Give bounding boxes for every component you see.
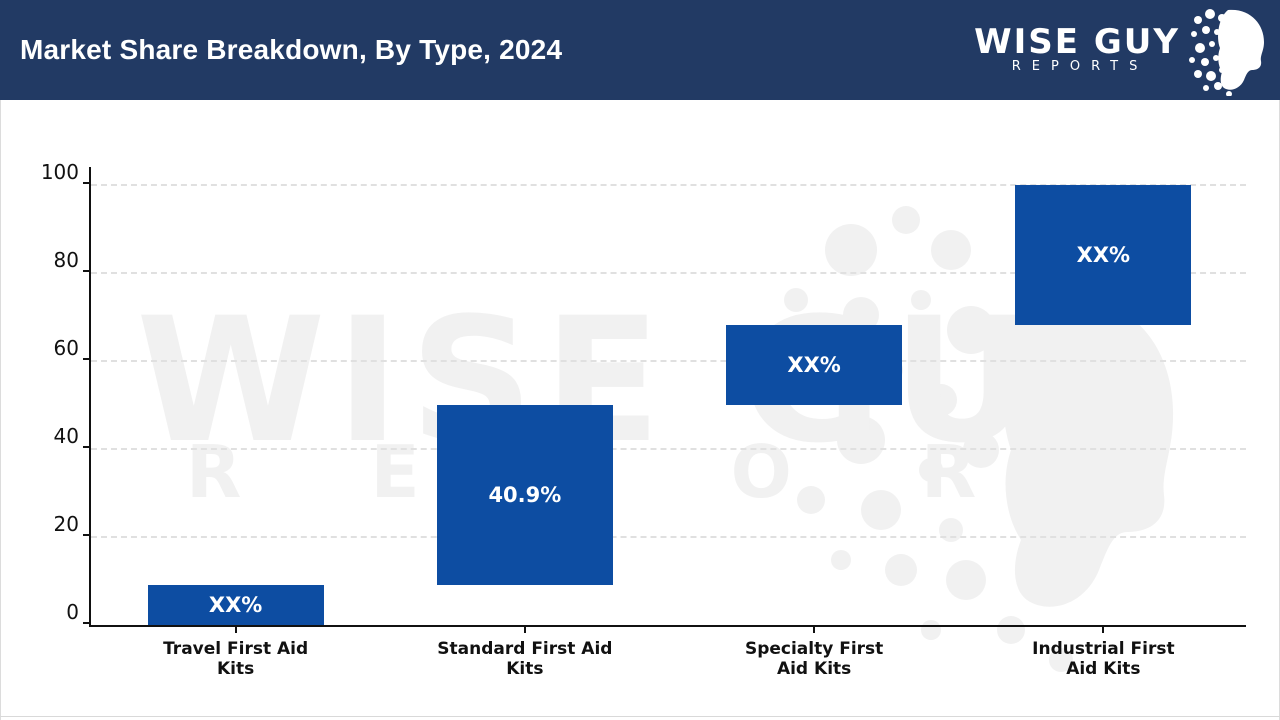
y-tick-mark bbox=[83, 270, 91, 272]
y-tick-label: 80 bbox=[53, 248, 79, 272]
plot-area: 0 20 40 60 80 100 XX% Travel First Aid Kits 40.9… bbox=[41, 160, 1246, 679]
bar-value-label: XX% bbox=[787, 352, 841, 377]
y-tick-label: 40 bbox=[53, 424, 79, 448]
brand-name: WISE GUY bbox=[974, 22, 1180, 62]
gridline-y-40 bbox=[91, 448, 1246, 450]
watermark-dots-face bbox=[784, 206, 1174, 672]
y-tick-mark bbox=[83, 446, 91, 448]
y-tick-label: 0 bbox=[66, 600, 79, 624]
brand-wordmark: WISE GUY REPORTS bbox=[974, 25, 1180, 75]
x-category-label: Standard First Aid Kits bbox=[437, 639, 613, 679]
y-tick-mark bbox=[83, 182, 91, 184]
gridline-y-80 bbox=[91, 272, 1246, 274]
bottom-border bbox=[0, 716, 1280, 717]
bar-segment-3: XX% bbox=[726, 324, 903, 405]
x-tick-mark bbox=[234, 625, 237, 633]
bar-segment-1: XX% bbox=[147, 584, 324, 625]
chart-canvas: WISE GU R E P O R T S 0 20 40 60 80 100 XX% Tra… bbox=[0, 100, 1280, 720]
watermark-subtext: R E P O R T S bbox=[186, 430, 1280, 514]
page-title: Market Share Breakdown, By Type, 2024 bbox=[20, 34, 563, 65]
x-category-label: Travel First Aid Kits bbox=[163, 639, 309, 679]
gridline-y-100 bbox=[91, 184, 1246, 186]
y-tick-label: 60 bbox=[53, 336, 79, 360]
x-tick-mark bbox=[813, 625, 816, 633]
x-tick-mark bbox=[523, 625, 526, 633]
bar-segment-4: XX% bbox=[1015, 185, 1192, 325]
x-category-label: Specialty First Aid Kits bbox=[744, 639, 884, 679]
y-tick-mark bbox=[83, 358, 91, 360]
x-tick-mark bbox=[1102, 625, 1105, 633]
gridline-y-60 bbox=[91, 360, 1246, 362]
brand-face-icon bbox=[1189, 9, 1264, 96]
y-tick-mark bbox=[83, 622, 91, 624]
header-bar: Market Share Breakdown, By Type, 2024 WI… bbox=[0, 0, 1280, 100]
bar-value-label: XX% bbox=[208, 592, 263, 617]
brand-logo: WISE GUY REPORTS bbox=[974, 4, 1280, 96]
brand-subtitle: REPORTS bbox=[1011, 59, 1149, 74]
bar-segment-2: 40.9% bbox=[436, 405, 613, 585]
x-category-label: Industrial First Aid Kits bbox=[1032, 639, 1175, 679]
y-tick-label: 100 bbox=[40, 160, 79, 184]
bar-value-label: 40.9% bbox=[488, 482, 562, 507]
y-tick-label: 20 bbox=[53, 512, 79, 536]
bar-value-label: XX% bbox=[1076, 242, 1131, 267]
y-tick-mark bbox=[83, 534, 91, 536]
gridline-y-20 bbox=[91, 536, 1246, 538]
